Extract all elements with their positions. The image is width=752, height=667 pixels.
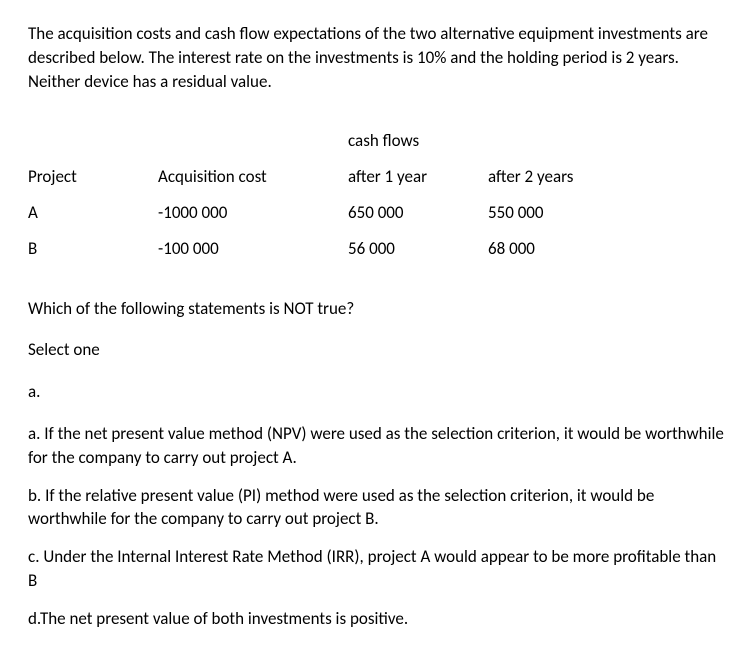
option-c[interactable]: c. Under the Internal Interest Rate Meth… bbox=[28, 545, 724, 593]
cell-acq: -100 000 bbox=[158, 237, 348, 261]
cashflows-header: cash flows bbox=[348, 129, 724, 153]
select-one-label: Select one bbox=[28, 338, 724, 362]
cell-y2: 68 000 bbox=[488, 237, 628, 261]
table-row: A -1000 000 650 000 550 000 bbox=[28, 201, 724, 225]
problem-intro: The acquisition costs and cash flow expe… bbox=[28, 22, 724, 93]
cell-acq: -1000 000 bbox=[158, 201, 348, 225]
option-prefix: a. bbox=[28, 380, 724, 404]
table-row: B -100 000 56 000 68 000 bbox=[28, 237, 724, 261]
cell-y1: 650 000 bbox=[348, 201, 488, 225]
cell-project: B bbox=[28, 237, 158, 261]
question-text: Which of the following statements is NOT… bbox=[28, 297, 724, 321]
col-header-project: Project bbox=[28, 165, 158, 189]
table-header-row: Project Acquisition cost after 1 year af… bbox=[28, 165, 724, 189]
col-header-year1: after 1 year bbox=[348, 165, 488, 189]
cashflow-table: cash flows Project Acquisition cost afte… bbox=[28, 129, 724, 260]
option-a[interactable]: a. If the net present value method (NPV)… bbox=[28, 422, 724, 470]
option-b[interactable]: b. If the relative present value (PI) me… bbox=[28, 484, 724, 532]
cell-y1: 56 000 bbox=[348, 237, 488, 261]
option-d[interactable]: d.The net present value of both investme… bbox=[28, 607, 724, 631]
cell-project: A bbox=[28, 201, 158, 225]
col-header-year2: after 2 years bbox=[488, 165, 628, 189]
col-header-acquisition: Acquisition cost bbox=[158, 165, 348, 189]
cell-y2: 550 000 bbox=[488, 201, 628, 225]
